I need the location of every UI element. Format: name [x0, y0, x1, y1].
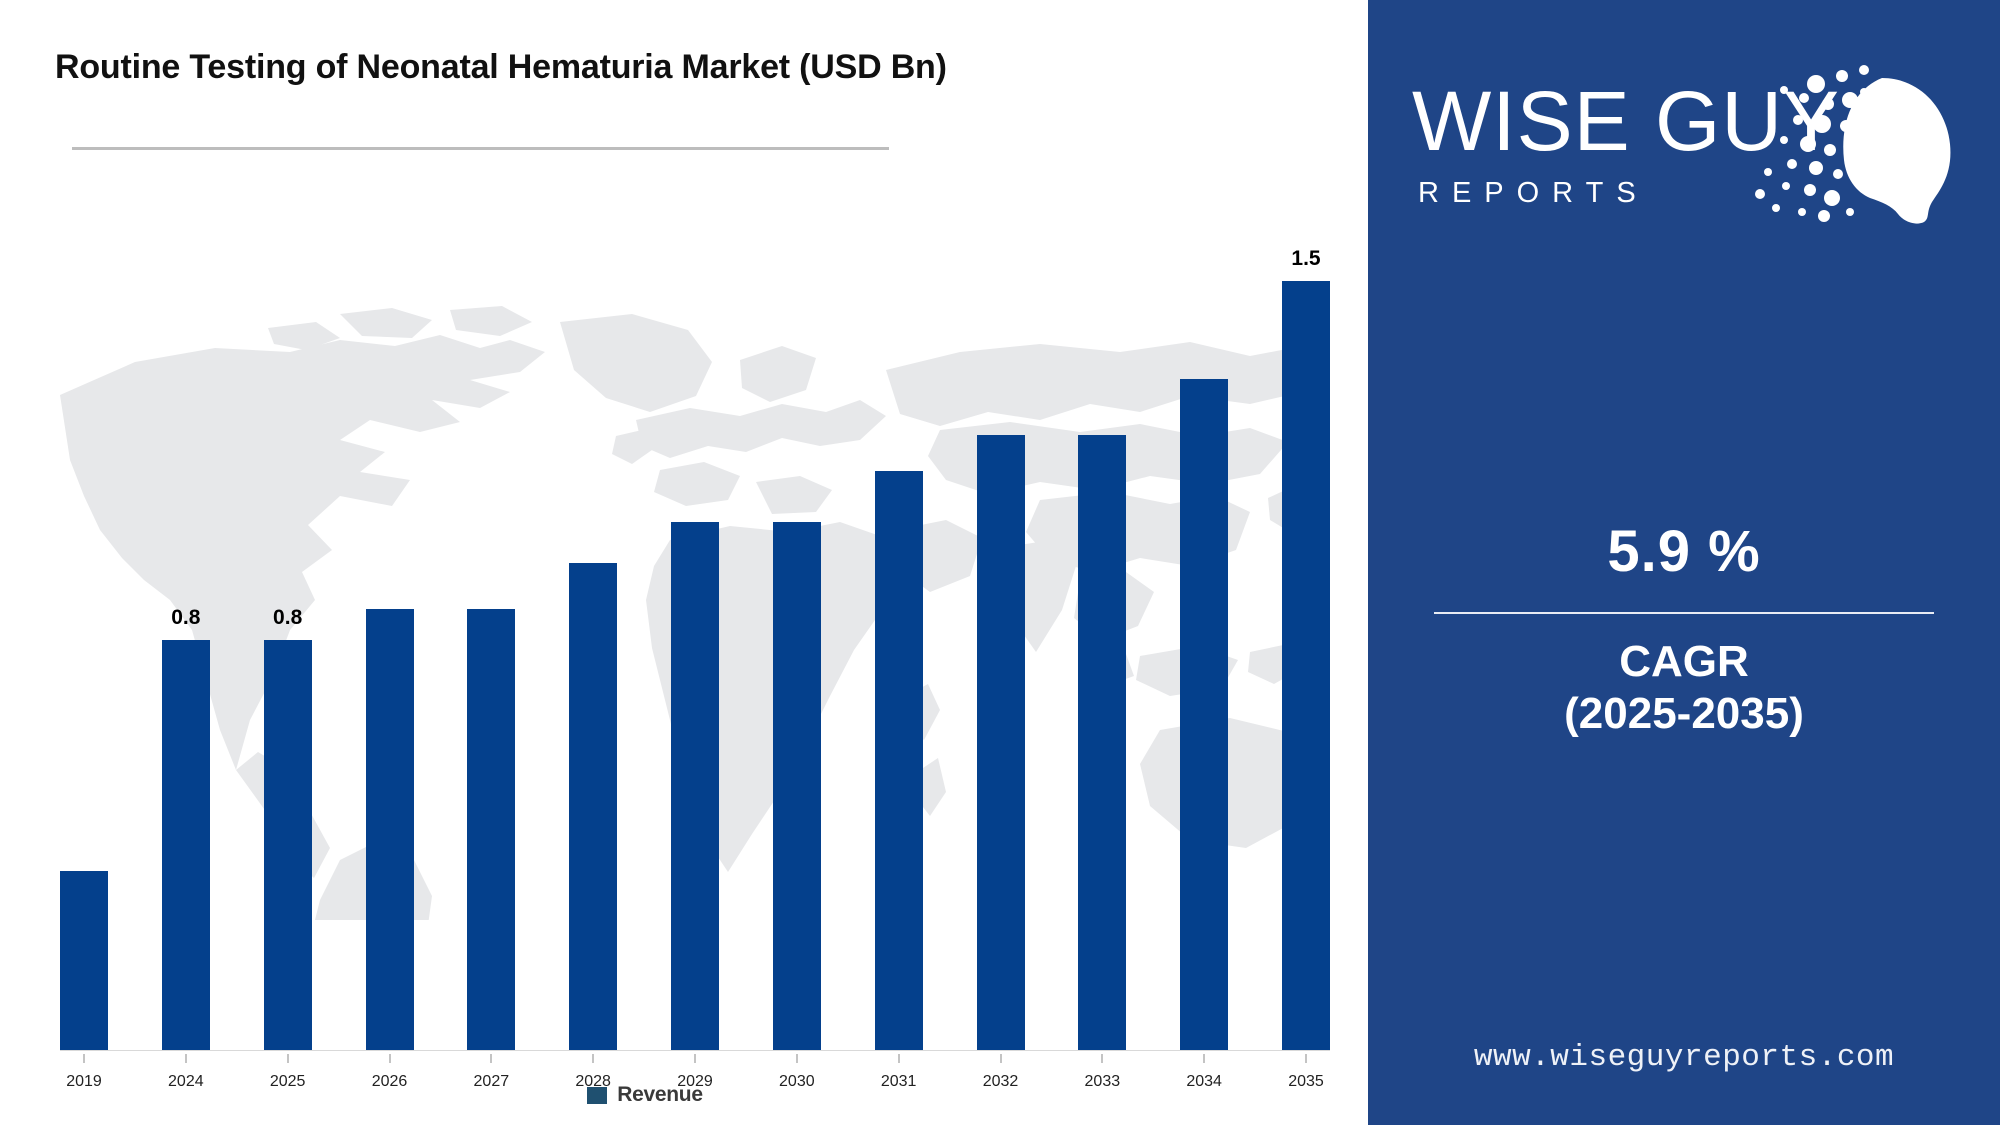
bar-group: 2031 [874, 220, 923, 1090]
x-axis-label: 2035 [1288, 1073, 1324, 1090]
x-axis-tick [592, 1054, 594, 1063]
svg-text:REPORTS: REPORTS [1418, 177, 1649, 209]
svg-text:WISE GUY: WISE GUY [1412, 74, 1840, 168]
bar-group: 2026 [365, 220, 414, 1090]
bar [1282, 281, 1330, 1050]
bar [569, 563, 618, 1050]
x-axis-label: 2019 [66, 1073, 102, 1090]
chart-legend: Revenue [0, 1083, 1290, 1107]
bar-group: 2029 [671, 220, 719, 1090]
bar [467, 609, 516, 1050]
bar [772, 522, 821, 1050]
x-axis-tick [287, 1054, 289, 1063]
bar-group: 2032 [976, 220, 1025, 1090]
legend-label-revenue: Revenue [617, 1083, 703, 1106]
cagr-divider [1434, 611, 1934, 614]
bar-group: 0.8 2025 [263, 220, 312, 1090]
bar [161, 640, 210, 1050]
x-axis-label: 2028 [575, 1073, 611, 1090]
bar-group: 1.5 2035 [1282, 220, 1330, 1090]
cagr-label: CAGR [1619, 636, 1749, 686]
bar [60, 870, 108, 1050]
chart-panel: Routine Testing of Neonatal Hematuria Ma… [0, 48, 1330, 1125]
x-axis-tick [1305, 1054, 1307, 1063]
bar-group: 2028 [569, 220, 618, 1090]
title-divider [72, 147, 889, 150]
x-axis-tick [83, 1054, 85, 1063]
brand-panel: WISE GUY REPORTS [1368, 0, 2000, 1125]
bar-group: 2033 [1078, 220, 1127, 1090]
page-title: Routine Testing of Neonatal Hematuria Ma… [55, 48, 947, 86]
cagr-block: 5.9 % CAGR (2025-2035) [1368, 520, 2000, 740]
bar-value-label: 0.8 [273, 606, 303, 630]
x-axis-tick [1203, 1054, 1205, 1063]
x-axis-label: 2024 [168, 1073, 204, 1090]
x-axis-label: 2033 [1084, 1073, 1121, 1090]
x-axis-tick [796, 1054, 798, 1063]
bar [1180, 378, 1229, 1050]
bar [263, 640, 312, 1050]
x-axis-label: 2030 [779, 1073, 815, 1090]
x-axis-label: 2031 [880, 1073, 917, 1090]
x-axis-label: 2032 [982, 1073, 1019, 1090]
x-axis-label: 2027 [473, 1073, 510, 1090]
bar-group: 2019 [60, 220, 108, 1090]
wiseguy-reports-logo: WISE GUY REPORTS [1412, 62, 1958, 230]
x-axis-tick [1101, 1054, 1103, 1063]
x-axis-tick [1000, 1054, 1001, 1063]
bar-group: 2027 [467, 220, 516, 1090]
bar-value-label: 0.8 [171, 606, 201, 630]
bar-chart-plot: 2019 0.8 2024 0.8 2025 2026 2027 2028 2029 2030 20… [60, 220, 1330, 1090]
bar-group: 2034 [1180, 220, 1229, 1090]
x-axis-tick [185, 1054, 187, 1063]
bar [1078, 435, 1127, 1050]
cagr-value: 5.9 % [1607, 519, 1761, 584]
bar-group: 0.8 2024 [161, 220, 210, 1090]
x-axis-label: 2029 [677, 1073, 713, 1090]
x-axis-line [60, 1050, 1330, 1051]
cagr-period: (2025-2035) [1564, 688, 1804, 738]
x-axis-tick [694, 1054, 696, 1063]
x-axis-tick [389, 1054, 390, 1063]
x-axis-tick [490, 1054, 492, 1063]
bar [874, 471, 923, 1050]
x-axis-label: 2025 [269, 1073, 306, 1090]
website-url: www.wiseguyreports.com [1473, 1040, 1895, 1075]
bar-group: 2030 [772, 220, 821, 1090]
bar [365, 609, 414, 1050]
legend-swatch-revenue [587, 1086, 608, 1104]
x-axis-label: 2034 [1186, 1073, 1222, 1090]
bar [976, 435, 1025, 1050]
x-axis-label: 2026 [371, 1073, 408, 1090]
bar-value-label: 1.5 [1291, 247, 1321, 271]
bar [671, 522, 719, 1050]
x-axis-tick [898, 1054, 900, 1063]
